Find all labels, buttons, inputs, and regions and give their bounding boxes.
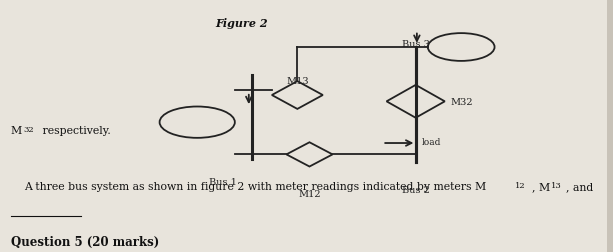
Text: 13: 13 bbox=[551, 181, 562, 189]
Text: Bus 2: Bus 2 bbox=[402, 185, 430, 194]
Text: , and: , and bbox=[566, 181, 593, 191]
Text: , M: , M bbox=[531, 181, 550, 191]
Text: load: load bbox=[422, 137, 441, 146]
Text: M12: M12 bbox=[298, 190, 321, 199]
Text: Question 5 (20 marks): Question 5 (20 marks) bbox=[11, 235, 159, 248]
Text: M13: M13 bbox=[286, 77, 309, 86]
Text: respectively.: respectively. bbox=[39, 126, 110, 136]
Text: 32: 32 bbox=[24, 126, 34, 134]
Text: Bus 1: Bus 1 bbox=[209, 177, 237, 186]
Text: M32: M32 bbox=[451, 98, 473, 106]
Text: Figure 2: Figure 2 bbox=[215, 18, 268, 28]
Text: 12: 12 bbox=[514, 181, 525, 189]
Text: Bus 3: Bus 3 bbox=[402, 40, 430, 49]
Text: A three bus system as shown in figure 2 with meter readings indicated by meters : A three bus system as shown in figure 2 … bbox=[25, 181, 487, 191]
Text: M: M bbox=[11, 126, 22, 136]
